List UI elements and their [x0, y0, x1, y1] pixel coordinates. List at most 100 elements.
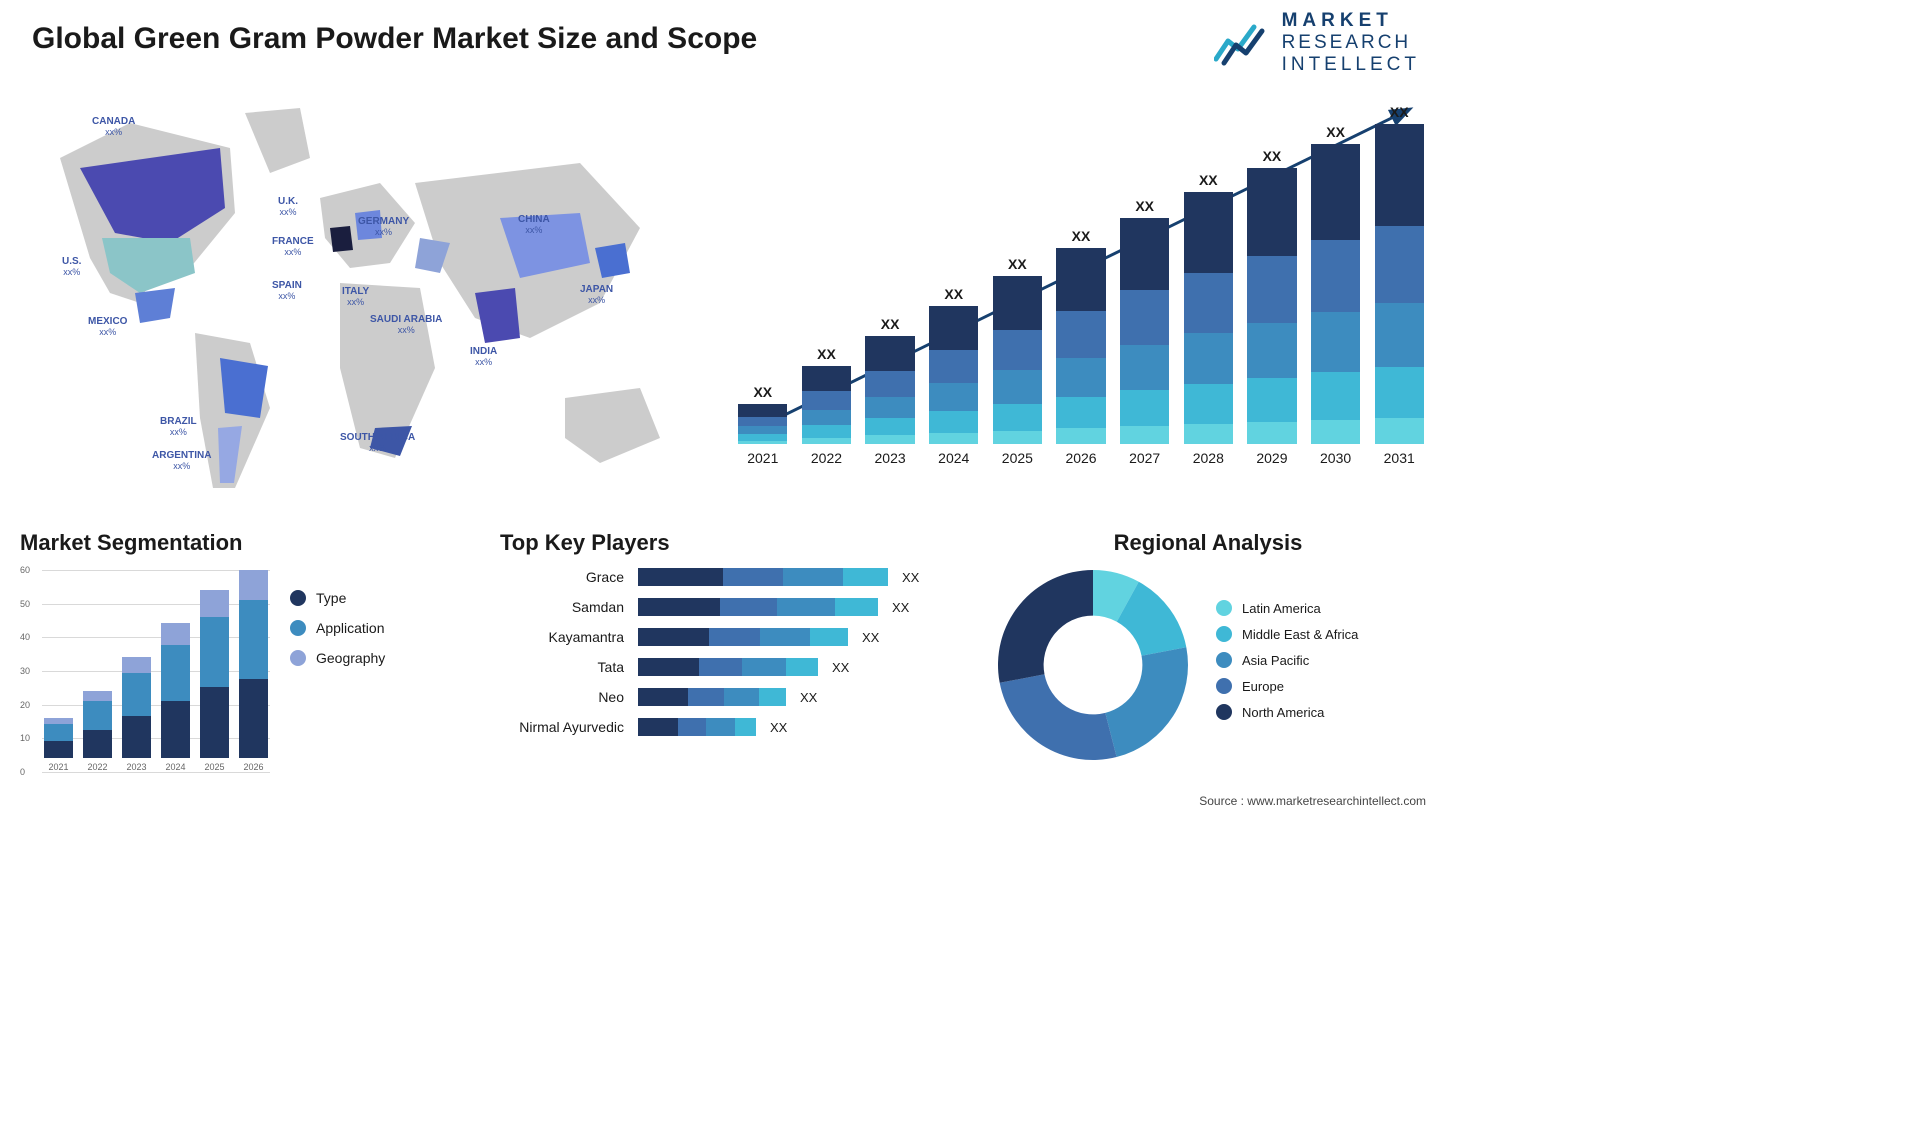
donut-slice: [998, 570, 1093, 683]
bar-value-label: XX: [1008, 256, 1027, 272]
legend-item: North America: [1216, 704, 1358, 720]
player-row: Nirmal Ayurvedic XX: [500, 718, 960, 736]
map-label: MEXICOxx%: [88, 316, 127, 338]
map-label: INDIAxx%: [470, 346, 497, 368]
segmentation-title: Market Segmentation: [20, 530, 480, 556]
x-tick-label: 2022: [87, 762, 107, 772]
logo-icon: [1214, 19, 1272, 67]
logo: MARKET RESEARCH INTELLECT: [1214, 10, 1420, 76]
x-axis-label: 2029: [1256, 450, 1287, 466]
x-axis-label: 2023: [875, 450, 906, 466]
player-name: Nirmal Ayurvedic: [500, 719, 630, 735]
top-key-players-panel: Top Key Players GraceXXSamdanXXKayamantr…: [500, 530, 960, 798]
y-tick-label: 10: [20, 733, 30, 743]
x-axis-label: 2027: [1129, 450, 1160, 466]
bar-value-label: XX: [1135, 198, 1154, 214]
bar-value-label: XX: [1199, 172, 1218, 188]
legend-item: Type: [290, 590, 385, 606]
segmentation-chart: 0102030405060 202120222023202420252026: [20, 570, 270, 790]
map-label: JAPANxx%: [580, 284, 613, 306]
x-axis-label: 2022: [811, 450, 842, 466]
x-tick-label: 2026: [243, 762, 263, 772]
bar-value-label: XX: [881, 316, 900, 332]
y-tick-label: 30: [20, 666, 30, 676]
player-name: Samdan: [500, 599, 630, 615]
segmentation-bar-column: 2024: [159, 623, 192, 772]
player-value: XX: [862, 630, 879, 645]
y-tick-label: 0: [20, 767, 25, 777]
player-name: Grace: [500, 569, 630, 585]
donut-slice: [1000, 674, 1117, 760]
x-tick-label: 2023: [126, 762, 146, 772]
bar-value-label: XX: [1390, 104, 1409, 120]
bar-value-label: XX: [753, 384, 772, 400]
bar-value-label: XX: [944, 286, 963, 302]
map-label: GERMANYxx%: [358, 216, 409, 238]
map-label: U.S.xx%: [62, 256, 81, 278]
map-label: CHINAxx%: [518, 214, 550, 236]
segmentation-bar-column: 2022: [81, 691, 114, 772]
main-bar-column: XX 2027: [1118, 198, 1172, 466]
segmentation-bar-column: 2021: [42, 718, 75, 772]
bar-value-label: XX: [1263, 148, 1282, 164]
segmentation-legend: TypeApplicationGeography: [290, 590, 385, 680]
x-axis-label: 2031: [1384, 450, 1415, 466]
x-axis-label: 2021: [747, 450, 778, 466]
regional-analysis-title: Regional Analysis: [988, 530, 1428, 556]
x-axis-label: 2030: [1320, 450, 1351, 466]
market-size-bar-chart: XX2021XX2022XX2023XX2024XX2025XX2026XX20…: [736, 96, 1426, 496]
map-label: SAUDI ARABIAxx%: [370, 314, 442, 336]
regional-legend: Latin America Middle East & Africa Asia Pa…: [1216, 600, 1358, 730]
map-label: CANADAxx%: [92, 116, 135, 138]
legend-label: Middle East & Africa: [1242, 627, 1358, 642]
legend-label: North America: [1242, 705, 1324, 720]
legend-label: Asia Pacific: [1242, 653, 1309, 668]
legend-label: Europe: [1242, 679, 1284, 694]
main-bar-column: XX 2021: [736, 384, 790, 466]
map-label: ARGENTINAxx%: [152, 450, 211, 472]
legend-item: Geography: [290, 650, 385, 666]
top-key-players-title: Top Key Players: [500, 530, 960, 556]
x-axis-label: 2028: [1193, 450, 1224, 466]
main-bar-column: XX 2028: [1181, 172, 1235, 466]
legend-label: Latin America: [1242, 601, 1321, 616]
legend-item: Latin America: [1216, 600, 1358, 616]
main-bar-column: XX 2023: [863, 316, 917, 466]
segmentation-panel: Market Segmentation 0102030405060 202120…: [20, 530, 480, 798]
map-label: FRANCExx%: [272, 236, 314, 258]
segmentation-bar-column: 2025: [198, 590, 231, 772]
player-row: GraceXX: [500, 568, 960, 586]
player-value: XX: [770, 720, 787, 735]
main-bar-column: XX2022: [800, 346, 854, 466]
regional-donut-chart: [988, 560, 1198, 770]
y-tick-label: 50: [20, 599, 30, 609]
player-row: KayamantraXX: [500, 628, 960, 646]
main-bar-column: XX 2031: [1372, 104, 1426, 466]
map-label: SPAINxx%: [272, 280, 302, 302]
segmentation-bar-column: 2026: [237, 569, 270, 772]
donut-slice: [1105, 647, 1188, 757]
x-tick-label: 2024: [165, 762, 185, 772]
world-map-panel: CANADAxx%U.S.xx%MEXICOxx%BRAZILxx%ARGENT…: [20, 88, 700, 518]
player-value: XX: [800, 690, 817, 705]
y-tick-label: 60: [20, 565, 30, 575]
segmentation-bar-column: 2023: [120, 657, 153, 772]
page-title: Global Green Gram Powder Market Size and…: [32, 22, 757, 56]
source-text: Source : www.marketresearchintellect.com: [1199, 794, 1426, 808]
player-row: NeoXX: [500, 688, 960, 706]
map-label: U.K.xx%: [278, 196, 298, 218]
y-tick-label: 40: [20, 632, 30, 642]
legend-item: Asia Pacific: [1216, 652, 1358, 668]
main-bar-column: XX 2030: [1309, 124, 1363, 466]
bar-value-label: XX: [1326, 124, 1345, 140]
x-tick-label: 2021: [48, 762, 68, 772]
player-name: Tata: [500, 659, 630, 675]
x-axis-label: 2025: [1002, 450, 1033, 466]
regional-analysis-panel: Regional Analysis Latin America Middle Ea…: [988, 530, 1428, 798]
logo-line2: RESEARCH: [1282, 32, 1420, 54]
player-row: TataXX: [500, 658, 960, 676]
x-tick-label: 2025: [204, 762, 224, 772]
main-bar-column: XX 2029: [1245, 148, 1299, 466]
x-axis-label: 2026: [1065, 450, 1096, 466]
logo-line1: MARKET: [1282, 10, 1420, 32]
